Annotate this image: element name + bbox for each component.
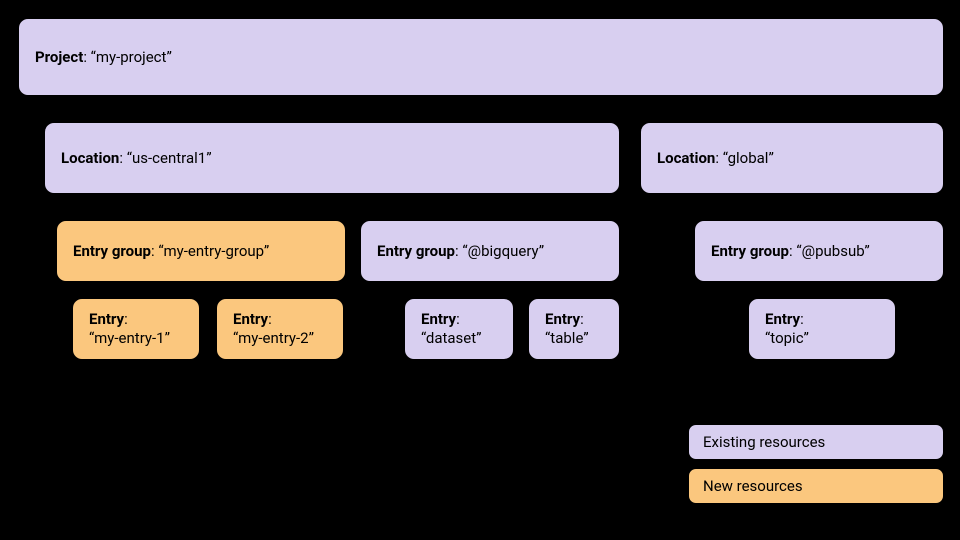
entry-group-0-0-box: Entry group: “my-entry-group”: [56, 220, 346, 282]
entry-0-0-1-box: Entry:“my-entry-2”: [216, 298, 344, 360]
entry-0-0-1-label: Entry:“my-entry-2”: [233, 310, 314, 349]
entry-0-0-0-label: Entry:“my-entry-1”: [89, 310, 170, 349]
project-box: Project: “my-project”: [18, 18, 944, 96]
location-1-label: Location: “global”: [657, 149, 774, 167]
legend-existing: Existing resources: [688, 424, 944, 460]
location-1-box: Location: “global”: [640, 122, 944, 194]
entry-group-1-0-label: Entry group: “@pubsub”: [711, 242, 870, 260]
legend-new-label: New resources: [703, 477, 803, 495]
entry-0-1-0-box: Entry:“dataset”: [404, 298, 514, 360]
entry-1-0-0-box: Entry:“topic”: [748, 298, 896, 360]
entry-1-0-0-label: Entry:“topic”: [765, 310, 809, 349]
project-label: Project: “my-project”: [35, 48, 172, 66]
location-0-label: Location: “us-central1”: [61, 149, 212, 167]
legend-existing-label: Existing resources: [703, 433, 825, 451]
entry-0-1-0-label: Entry:“dataset”: [421, 310, 482, 349]
entry-group-0-1-label: Entry group: “@bigquery”: [377, 242, 544, 260]
location-0-box: Location: “us-central1”: [44, 122, 620, 194]
legend-new: New resources: [688, 468, 944, 504]
entry-group-0-1-box: Entry group: “@bigquery”: [360, 220, 620, 282]
entry-0-0-0-box: Entry:“my-entry-1”: [72, 298, 200, 360]
entry-0-1-1-box: Entry:“table”: [528, 298, 620, 360]
entry-0-1-1-label: Entry:“table”: [545, 310, 589, 349]
entry-group-1-0-box: Entry group: “@pubsub”: [694, 220, 944, 282]
entry-group-0-0-label: Entry group: “my-entry-group”: [73, 242, 269, 260]
